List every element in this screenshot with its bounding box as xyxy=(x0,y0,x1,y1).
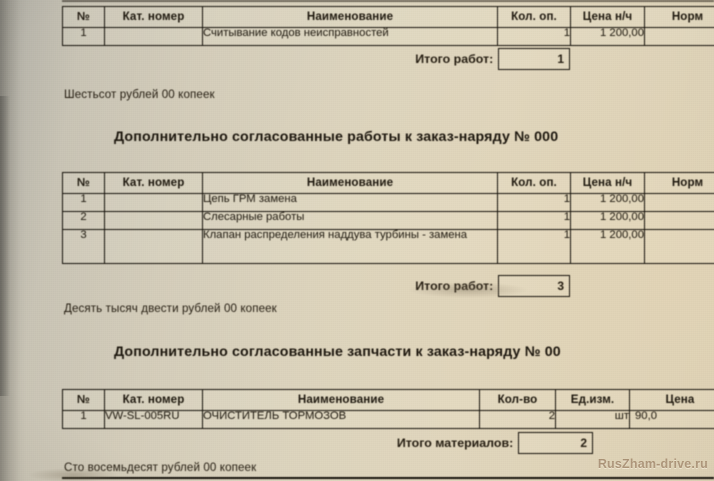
cell-name: Цепь ГРМ замена xyxy=(202,193,498,212)
left-edge-shadow xyxy=(0,0,26,481)
parts-extra-total-label: Итого материалов: xyxy=(396,436,514,450)
col-header-name: Наименование xyxy=(202,6,498,28)
col-header-norm: Норм xyxy=(644,6,714,28)
section-title-additional-works: Дополнительно согласованные работы к зак… xyxy=(114,129,559,145)
col-header-norm: Норм xyxy=(644,172,714,194)
cell-no: 1 xyxy=(62,193,105,212)
cell-unit: шт xyxy=(555,410,630,429)
cell-price: 90,0 xyxy=(629,410,714,429)
col-header-name: Наименование xyxy=(202,389,480,411)
works-extra-total-label: Итого работ: xyxy=(415,279,494,293)
cell-price: 1 200,00 xyxy=(570,27,645,46)
cell-catalog: VW-SL-005RU xyxy=(104,410,203,429)
cell-name: Считывание кодов неисправностей xyxy=(202,27,498,46)
cell-catalog xyxy=(104,211,203,230)
col-header-catalog: Кат. номер xyxy=(104,172,203,194)
col-header-name: Наименование xyxy=(202,172,498,194)
cell-name: ОЧИСТИТЕЛЬ ТОРМОЗОВ xyxy=(202,410,480,429)
table-row: 1 Считывание кодов неисправностей 1 1 20… xyxy=(62,27,714,46)
works-main-total-value: 1 xyxy=(498,48,570,70)
cell-no: 3 xyxy=(62,229,105,264)
col-header-no: № xyxy=(62,6,105,28)
cell-norm: 2 xyxy=(644,211,714,230)
cell-norm: 0 xyxy=(644,27,714,46)
col-header-qty: Кол. оп. xyxy=(497,172,571,194)
parts-extra-sum-in-words: Сто восемьдесят рублей 00 копеек xyxy=(64,461,257,474)
col-header-qty: Кол. оп. xyxy=(497,6,571,28)
table-header-row: № Кат. номер Наименование Кол. оп. Цена … xyxy=(62,172,714,194)
works-main-table: № Кат. номер Наименование Кол. оп. Цена … xyxy=(62,6,714,46)
parts-extra-table: № Кат. номер Наименование Кол-во Ед.изм.… xyxy=(62,389,714,429)
cell-catalog xyxy=(104,27,203,46)
table-row: 3 Клапан распределения наддува турбины -… xyxy=(62,229,714,264)
col-header-catalog: Кат. номер xyxy=(104,6,203,28)
works-main-sum-in-words: Шестьсот рублей 00 копеек xyxy=(64,88,215,101)
col-header-price: Цена н/ч xyxy=(570,6,645,28)
left-edge-shadow-inner xyxy=(0,96,10,396)
section-title-additional-parts: Дополнительно согласованные запчасти к з… xyxy=(114,344,561,360)
cell-qty: 1 xyxy=(497,229,571,264)
col-header-unit: Ед.изм. xyxy=(555,389,630,411)
cell-qty: 1 xyxy=(497,211,571,230)
cell-norm: 5 xyxy=(644,193,714,212)
works-extra-sum-in-words: Десять тысяч двести рублей 00 копеек xyxy=(64,302,277,315)
col-header-no: № xyxy=(62,172,105,194)
cell-name: Слесарные работы xyxy=(202,211,498,230)
cell-qty: 1 xyxy=(497,193,571,212)
table-header-row: № Кат. номер Наименование Кол. оп. Цена … xyxy=(62,6,714,28)
cell-catalog xyxy=(104,229,203,264)
cell-no: 2 xyxy=(62,211,105,230)
parts-extra-total: Итого материалов: 2 xyxy=(300,432,593,454)
cell-qty: 1 xyxy=(497,27,571,46)
col-header-price: Цена н/ч xyxy=(570,172,645,194)
cell-qty: 2 xyxy=(479,410,556,429)
works-extra-total: Итого работ: 3 xyxy=(300,275,570,297)
cell-no: 1 xyxy=(62,410,105,429)
col-header-qty: Кол-во xyxy=(479,389,556,411)
works-extra-total-value: 3 xyxy=(498,275,570,297)
cell-norm: 1 xyxy=(644,229,714,264)
table-top-edge-line xyxy=(62,0,714,2)
cell-price: 1 200,00 xyxy=(570,229,645,264)
col-header-no: № xyxy=(62,389,105,411)
table-row: 2 Слесарные работы 1 1 200,00 2 xyxy=(62,211,714,230)
table-row: 1 VW-SL-005RU ОЧИСТИТЕЛЬ ТОРМОЗОВ 2 шт 9… xyxy=(62,410,714,429)
works-main-total-label: Итого работ: xyxy=(415,52,494,66)
cell-name: Клапан распределения наддува турбины - з… xyxy=(202,229,498,264)
cell-no: 1 xyxy=(62,27,105,46)
table-row: 1 Цепь ГРМ замена 1 1 200,00 5 xyxy=(62,193,714,212)
works-main-total: Итого работ: 1 xyxy=(300,48,570,70)
works-extra-table: № Кат. номер Наименование Кол. оп. Цена … xyxy=(62,172,714,264)
cell-price: 1 200,00 xyxy=(570,211,645,230)
next-table-top-edge-line xyxy=(62,477,714,479)
table-header-row: № Кат. номер Наименование Кол-во Ед.изм.… xyxy=(62,389,714,411)
parts-extra-total-value: 2 xyxy=(518,432,593,454)
col-header-catalog: Кат. номер xyxy=(104,389,203,411)
cell-catalog xyxy=(104,193,203,212)
col-header-price: Цена xyxy=(629,389,714,411)
cell-price: 1 200,00 xyxy=(570,193,645,212)
site-watermark: RusZham-drive.ru xyxy=(597,457,708,471)
